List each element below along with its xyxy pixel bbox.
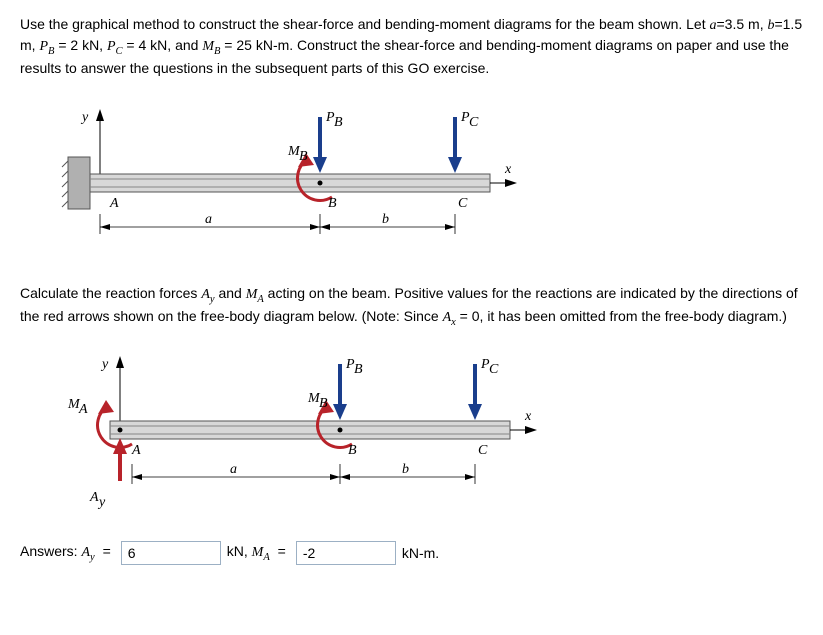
svg-text:y: y [80, 110, 89, 125]
svg-text:x: x [524, 409, 532, 424]
svg-text:C: C [478, 443, 488, 458]
ay-input[interactable] [121, 541, 221, 565]
svg-text:a: a [230, 462, 237, 477]
ay-unit: kN, MA = [227, 543, 286, 563]
svg-text:A: A [131, 443, 141, 458]
ma-input[interactable] [296, 541, 396, 565]
svg-text:B: B [354, 362, 363, 377]
svg-text:A: A [89, 490, 99, 505]
svg-text:C: C [469, 115, 479, 130]
svg-text:B: B [328, 196, 337, 211]
subproblem-statement: Calculate the reaction forces Ay and MA … [20, 284, 803, 331]
beam-diagram-1: y x P B P C M B A B C a b [60, 99, 803, 269]
problem-statement: Use the graphical method to construct th… [20, 15, 803, 79]
svg-text:y: y [100, 357, 109, 372]
svg-text:B: B [299, 149, 308, 164]
beam-diagram-2: y x P B P C M A M B A y A B C a b [60, 346, 803, 526]
ma-unit: kN-m. [402, 545, 439, 561]
svg-text:x: x [504, 162, 512, 177]
answers-label: Answers: Ay = [20, 543, 111, 563]
svg-text:A: A [78, 402, 88, 417]
svg-text:y: y [97, 495, 106, 510]
svg-text:C: C [489, 362, 499, 377]
svg-text:b: b [382, 212, 389, 227]
svg-text:A: A [109, 196, 119, 211]
svg-text:B: B [348, 443, 357, 458]
svg-text:C: C [458, 196, 468, 211]
answers-row: Answers: Ay = kN, MA = kN-m. [20, 541, 803, 565]
svg-text:B: B [319, 396, 328, 411]
svg-text:B: B [334, 115, 343, 130]
svg-text:b: b [402, 462, 409, 477]
svg-text:a: a [205, 212, 212, 227]
